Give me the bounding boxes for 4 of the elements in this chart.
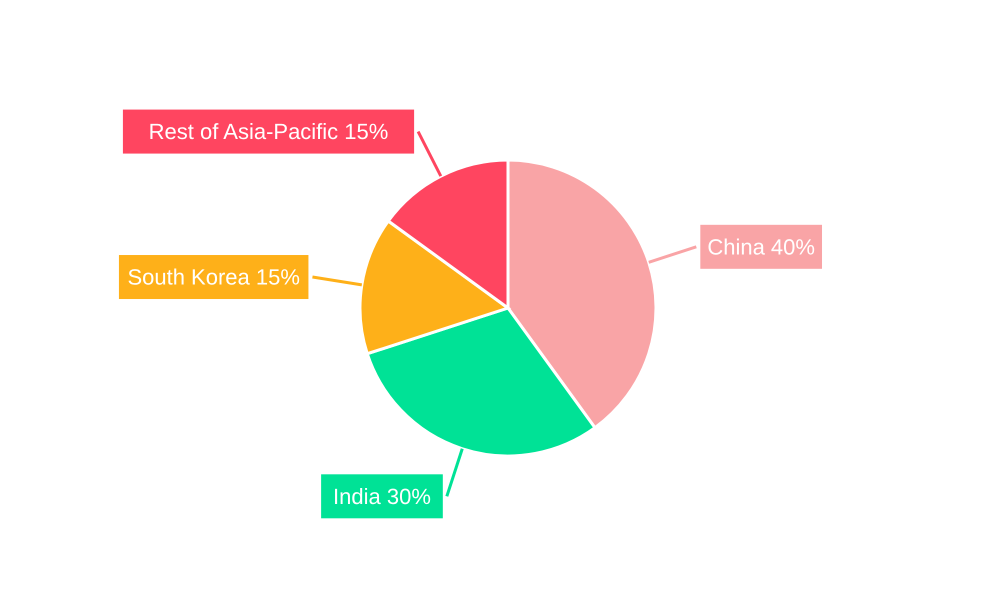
slice-label: China 40% — [707, 234, 815, 260]
slice-label: India 30% — [333, 484, 431, 509]
slice-label: South Korea 15% — [127, 264, 300, 290]
slice-label: Rest of Asia-Pacific 15% — [148, 119, 388, 144]
